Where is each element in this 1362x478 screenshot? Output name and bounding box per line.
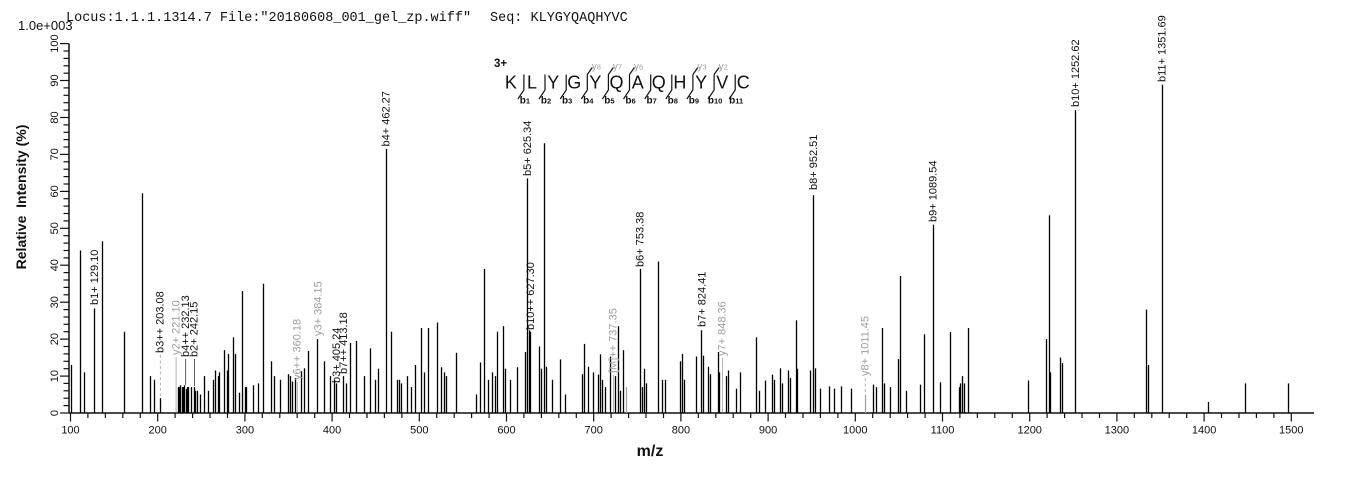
svg-text:600: 600	[497, 425, 515, 437]
svg-text:K: K	[505, 73, 517, 93]
svg-text:[M]++ 737.35: [M]++ 737.35	[608, 308, 620, 373]
svg-text:1100: 1100	[931, 425, 955, 437]
svg-text:100: 100	[61, 425, 79, 437]
svg-text:b3+ 405.24: b3+ 405.24	[331, 328, 343, 383]
svg-text:b4++ 232.13: b4++ 232.13	[180, 295, 192, 357]
svg-text:y2+ 221.10: y2+ 221.10	[170, 300, 182, 355]
svg-text:50: 50	[49, 222, 61, 234]
svg-text:b4+ 462.27: b4+ 462.27	[381, 91, 393, 146]
svg-text:b10: b10	[708, 96, 722, 107]
svg-text:Q: Q	[609, 73, 623, 93]
svg-text:b11: b11	[729, 96, 743, 107]
svg-text:y7: y7	[613, 62, 622, 73]
svg-text:y2: y2	[719, 62, 728, 73]
svg-text:700: 700	[585, 425, 603, 437]
svg-text:b10++ 627.30: b10++ 627.30	[525, 262, 537, 330]
svg-text:b1: b1	[520, 96, 530, 107]
svg-text:100: 100	[49, 34, 61, 52]
svg-text:y3: y3	[697, 62, 706, 73]
svg-text:Relative Intensity (%): Relative Intensity (%)	[13, 125, 29, 270]
svg-text:b6: b6	[625, 96, 635, 107]
svg-text:A: A	[632, 73, 644, 93]
svg-text:200: 200	[149, 425, 167, 437]
svg-text:V: V	[716, 73, 728, 93]
svg-text:b1+ 129.10: b1+ 129.10	[89, 250, 101, 305]
svg-text:b3++ 203.08: b3++ 203.08	[155, 291, 167, 353]
svg-text:y3+ 384.15: y3+ 384.15	[313, 281, 325, 336]
svg-text:900: 900	[759, 425, 777, 437]
svg-text:b4: b4	[583, 96, 594, 107]
svg-text:Locus:1.1.1.1314.7 File:"20180: Locus:1.1.1.1314.7 File:"20180608_001_ge…	[66, 11, 471, 26]
svg-text:1.0e+003: 1.0e+003	[18, 18, 73, 33]
svg-text:b2+ 242.15: b2+ 242.15	[189, 302, 201, 357]
svg-text:b9: b9	[689, 96, 699, 107]
svg-text:1300: 1300	[1105, 425, 1129, 437]
svg-text:y8: y8	[592, 62, 601, 73]
svg-text:b9+ 1089.54: b9+ 1089.54	[928, 161, 940, 222]
svg-text:3+: 3+	[494, 58, 507, 70]
svg-text:y6: y6	[634, 62, 643, 73]
svg-text:b5+ 625.34: b5+ 625.34	[522, 121, 534, 176]
svg-text:b7+ 824.41: b7+ 824.41	[696, 272, 708, 327]
svg-text:60: 60	[49, 185, 61, 197]
svg-text:70: 70	[49, 148, 61, 160]
svg-text:30: 30	[49, 296, 61, 308]
svg-text:C: C	[737, 73, 750, 93]
svg-text:Seq: KLYGYQAQHYVC: Seq: KLYGYQAQHYVC	[490, 11, 628, 26]
svg-text:b5: b5	[604, 96, 614, 107]
svg-text:b10+ 1252.62: b10+ 1252.62	[1070, 39, 1082, 107]
svg-text:L: L	[527, 73, 537, 93]
svg-text:400: 400	[323, 425, 341, 437]
svg-text:b3: b3	[562, 96, 572, 107]
svg-text:b7: b7	[647, 96, 657, 107]
svg-text:80: 80	[49, 111, 61, 123]
svg-text:H: H	[673, 73, 686, 93]
svg-text:1500: 1500	[1279, 425, 1303, 437]
svg-text:b8+ 952.51: b8+ 952.51	[808, 135, 820, 190]
svg-text:y6++ 360.18: y6++ 360.18	[292, 319, 304, 380]
svg-text:1200: 1200	[1017, 425, 1041, 437]
svg-text:b2: b2	[541, 96, 551, 107]
svg-text:b6+ 753.38: b6+ 753.38	[634, 212, 646, 267]
svg-text:Y: Y	[547, 73, 559, 93]
svg-text:90: 90	[49, 74, 61, 86]
svg-text:20: 20	[49, 333, 61, 345]
svg-text:1000: 1000	[843, 425, 867, 437]
svg-text:y7+ 848.36: y7+ 848.36	[717, 301, 729, 356]
svg-text:10: 10	[49, 370, 61, 382]
svg-text:40: 40	[49, 259, 61, 271]
svg-text:b7++ 413.18: b7++ 413.18	[338, 312, 350, 374]
svg-text:0: 0	[49, 410, 61, 416]
svg-text:b11+ 1351.69: b11+ 1351.69	[1157, 15, 1169, 82]
svg-text:1400: 1400	[1192, 425, 1216, 437]
svg-text:m/z: m/z	[637, 443, 664, 460]
svg-text:Y: Y	[589, 73, 601, 93]
svg-text:500: 500	[410, 425, 428, 437]
svg-text:y8+ 1011.45: y8+ 1011.45	[860, 316, 872, 376]
svg-text:300: 300	[236, 425, 254, 437]
svg-text:b8: b8	[668, 96, 678, 107]
svg-text:800: 800	[672, 425, 690, 437]
svg-text:Y: Y	[695, 73, 707, 93]
svg-text:Q: Q	[652, 73, 666, 93]
svg-text:G: G	[567, 73, 581, 93]
